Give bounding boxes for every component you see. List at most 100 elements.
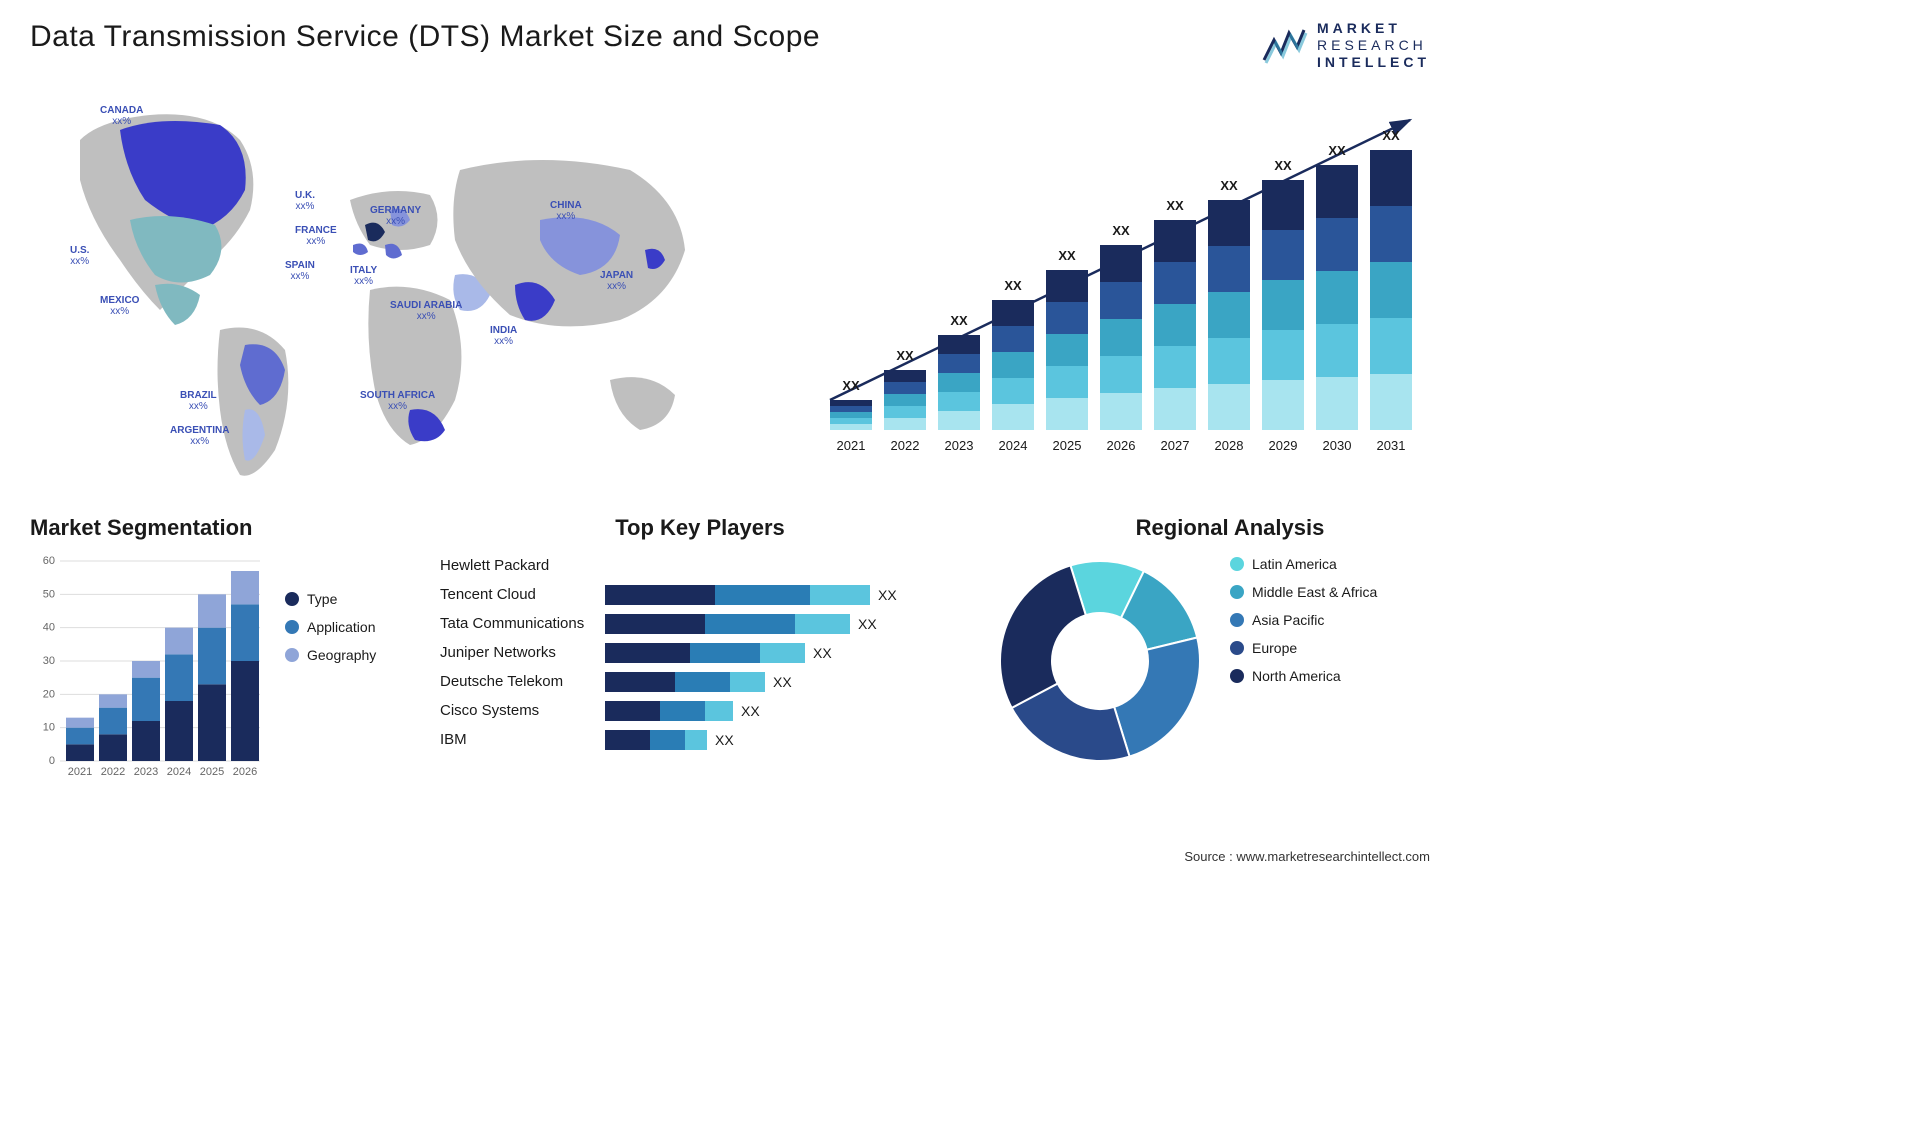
svg-text:2028: 2028 — [1215, 438, 1244, 453]
svg-text:2029: 2029 — [1269, 438, 1298, 453]
segmentation-legend: Type Application Geography — [285, 551, 410, 781]
map-label: ITALYxx% — [350, 265, 377, 287]
regional-title: Regional Analysis — [990, 515, 1470, 541]
map-label: ARGENTINAxx% — [170, 425, 229, 447]
map-mexico — [155, 284, 200, 325]
player-bar — [605, 701, 733, 721]
segmentation-title: Market Segmentation — [30, 515, 410, 541]
map-spain — [353, 244, 368, 255]
player-row: Deutsche Telekom XX — [440, 667, 960, 696]
segmentation-section: Market Segmentation 0 10 20 30 40 50 60 2021 202… — [30, 515, 410, 795]
legend-item: Type — [285, 591, 410, 607]
svg-text:2031: 2031 — [1377, 438, 1406, 453]
svg-text:40: 40 — [43, 622, 55, 634]
legend-item: Middle East & Africa — [1230, 584, 1470, 600]
map-label: U.S.xx% — [70, 245, 89, 267]
svg-text:2025: 2025 — [1053, 438, 1082, 453]
svg-text:XX: XX — [1058, 248, 1076, 263]
legend-item: Latin America — [1230, 556, 1470, 572]
svg-text:XX: XX — [842, 378, 860, 393]
regional-legend: Latin America Middle East & Africa Asia Pa… — [1230, 551, 1470, 771]
player-bar — [605, 730, 707, 750]
player-row: Cisco Systems XX — [440, 696, 960, 725]
players-title: Top Key Players — [440, 515, 960, 541]
player-name: Deutsche Telekom — [440, 673, 605, 690]
svg-text:2027: 2027 — [1161, 438, 1190, 453]
map-label: FRANCExx% — [295, 225, 337, 247]
player-bar — [605, 585, 870, 605]
map-label: GERMANYxx% — [370, 205, 421, 227]
main-bar-chart: XX 2021 XX 2022 XX 2023 XX 2024 XX 2025 XX 2026 XX 20… — [810, 90, 1430, 490]
svg-text:0: 0 — [49, 755, 55, 767]
svg-text:2022: 2022 — [101, 766, 125, 778]
legend-item: North America — [1230, 668, 1470, 684]
svg-text:2023: 2023 — [134, 766, 158, 778]
player-value: XX — [773, 674, 792, 690]
player-name: Hewlett Packard — [440, 557, 605, 574]
svg-text:2030: 2030 — [1323, 438, 1352, 453]
map-label: CHINAxx% — [550, 200, 582, 222]
logo-icon — [1259, 25, 1309, 65]
svg-text:XX: XX — [1112, 223, 1130, 238]
map-label: BRAZILxx% — [180, 390, 217, 412]
segmentation-chart: 0 10 20 30 40 50 60 2021 2022 2023 2024 2025 2026 — [30, 551, 270, 781]
svg-text:10: 10 — [43, 722, 55, 734]
svg-text:2025: 2025 — [200, 766, 224, 778]
svg-text:XX: XX — [1274, 158, 1292, 173]
players-section: Top Key Players Hewlett Packard Tencent C… — [440, 515, 960, 795]
legend-item: Asia Pacific — [1230, 612, 1470, 628]
svg-text:30: 30 — [43, 655, 55, 667]
svg-text:XX: XX — [896, 348, 914, 363]
svg-text:60: 60 — [43, 555, 55, 567]
player-row: Hewlett Packard — [440, 551, 960, 580]
svg-text:2026: 2026 — [233, 766, 257, 778]
svg-text:XX: XX — [1328, 143, 1346, 158]
map-label: SOUTH AFRICAxx% — [360, 390, 435, 412]
legend-item: Application — [285, 619, 410, 635]
svg-text:XX: XX — [950, 313, 968, 328]
world-map: CANADAxx% U.S.xx% MEXICOxx% BRAZILxx% ARGENT… — [30, 90, 770, 490]
regional-donut — [990, 551, 1210, 771]
logo: MARKET RESEARCH INTELLECT — [1259, 20, 1430, 70]
svg-text:2024: 2024 — [999, 438, 1028, 453]
logo-line2: RESEARCH — [1317, 37, 1430, 54]
player-name: Tata Communications — [440, 615, 605, 632]
map-label: SPAINxx% — [285, 260, 315, 282]
svg-text:50: 50 — [43, 589, 55, 601]
player-value: XX — [813, 645, 832, 661]
logo-line1: MARKET — [1317, 20, 1430, 37]
svg-text:2024: 2024 — [167, 766, 191, 778]
logo-line3: INTELLECT — [1317, 54, 1430, 71]
svg-text:2022: 2022 — [891, 438, 920, 453]
svg-text:XX: XX — [1382, 128, 1400, 143]
player-row: Tencent CloudXX — [440, 580, 960, 609]
map-svg — [30, 90, 770, 490]
player-row: IBMXX — [440, 725, 960, 754]
map-label: JAPANxx% — [600, 270, 633, 292]
map-label: SAUDI ARABIAxx% — [390, 300, 462, 322]
svg-text:XX: XX — [1166, 198, 1184, 213]
player-row: Tata Communications XX — [440, 609, 960, 638]
player-value: XX — [715, 732, 734, 748]
svg-text:2021: 2021 — [68, 766, 92, 778]
legend-item: Geography — [285, 647, 410, 663]
player-bar — [605, 643, 805, 663]
svg-text:2023: 2023 — [945, 438, 974, 453]
map-label: INDIAxx% — [490, 325, 517, 347]
map-label: MEXICOxx% — [100, 295, 139, 317]
player-row: Juniper Networks XX — [440, 638, 960, 667]
source-text: Source : www.marketresearchintellect.com — [1184, 849, 1430, 864]
map-label: CANADAxx% — [100, 105, 143, 127]
player-name: Cisco Systems — [440, 702, 605, 719]
player-bar — [605, 672, 765, 692]
svg-text:XX: XX — [1220, 178, 1238, 193]
svg-text:XX: XX — [1004, 278, 1022, 293]
svg-text:2026: 2026 — [1107, 438, 1136, 453]
svg-text:2021: 2021 — [837, 438, 866, 453]
player-value: XX — [741, 703, 760, 719]
player-name: Juniper Networks — [440, 644, 605, 661]
player-value: XX — [858, 616, 877, 632]
regional-section: Regional Analysis Latin America Middle Ea… — [990, 515, 1470, 795]
page-title: Data Transmission Service (DTS) Market S… — [30, 20, 820, 54]
svg-text:20: 20 — [43, 689, 55, 701]
